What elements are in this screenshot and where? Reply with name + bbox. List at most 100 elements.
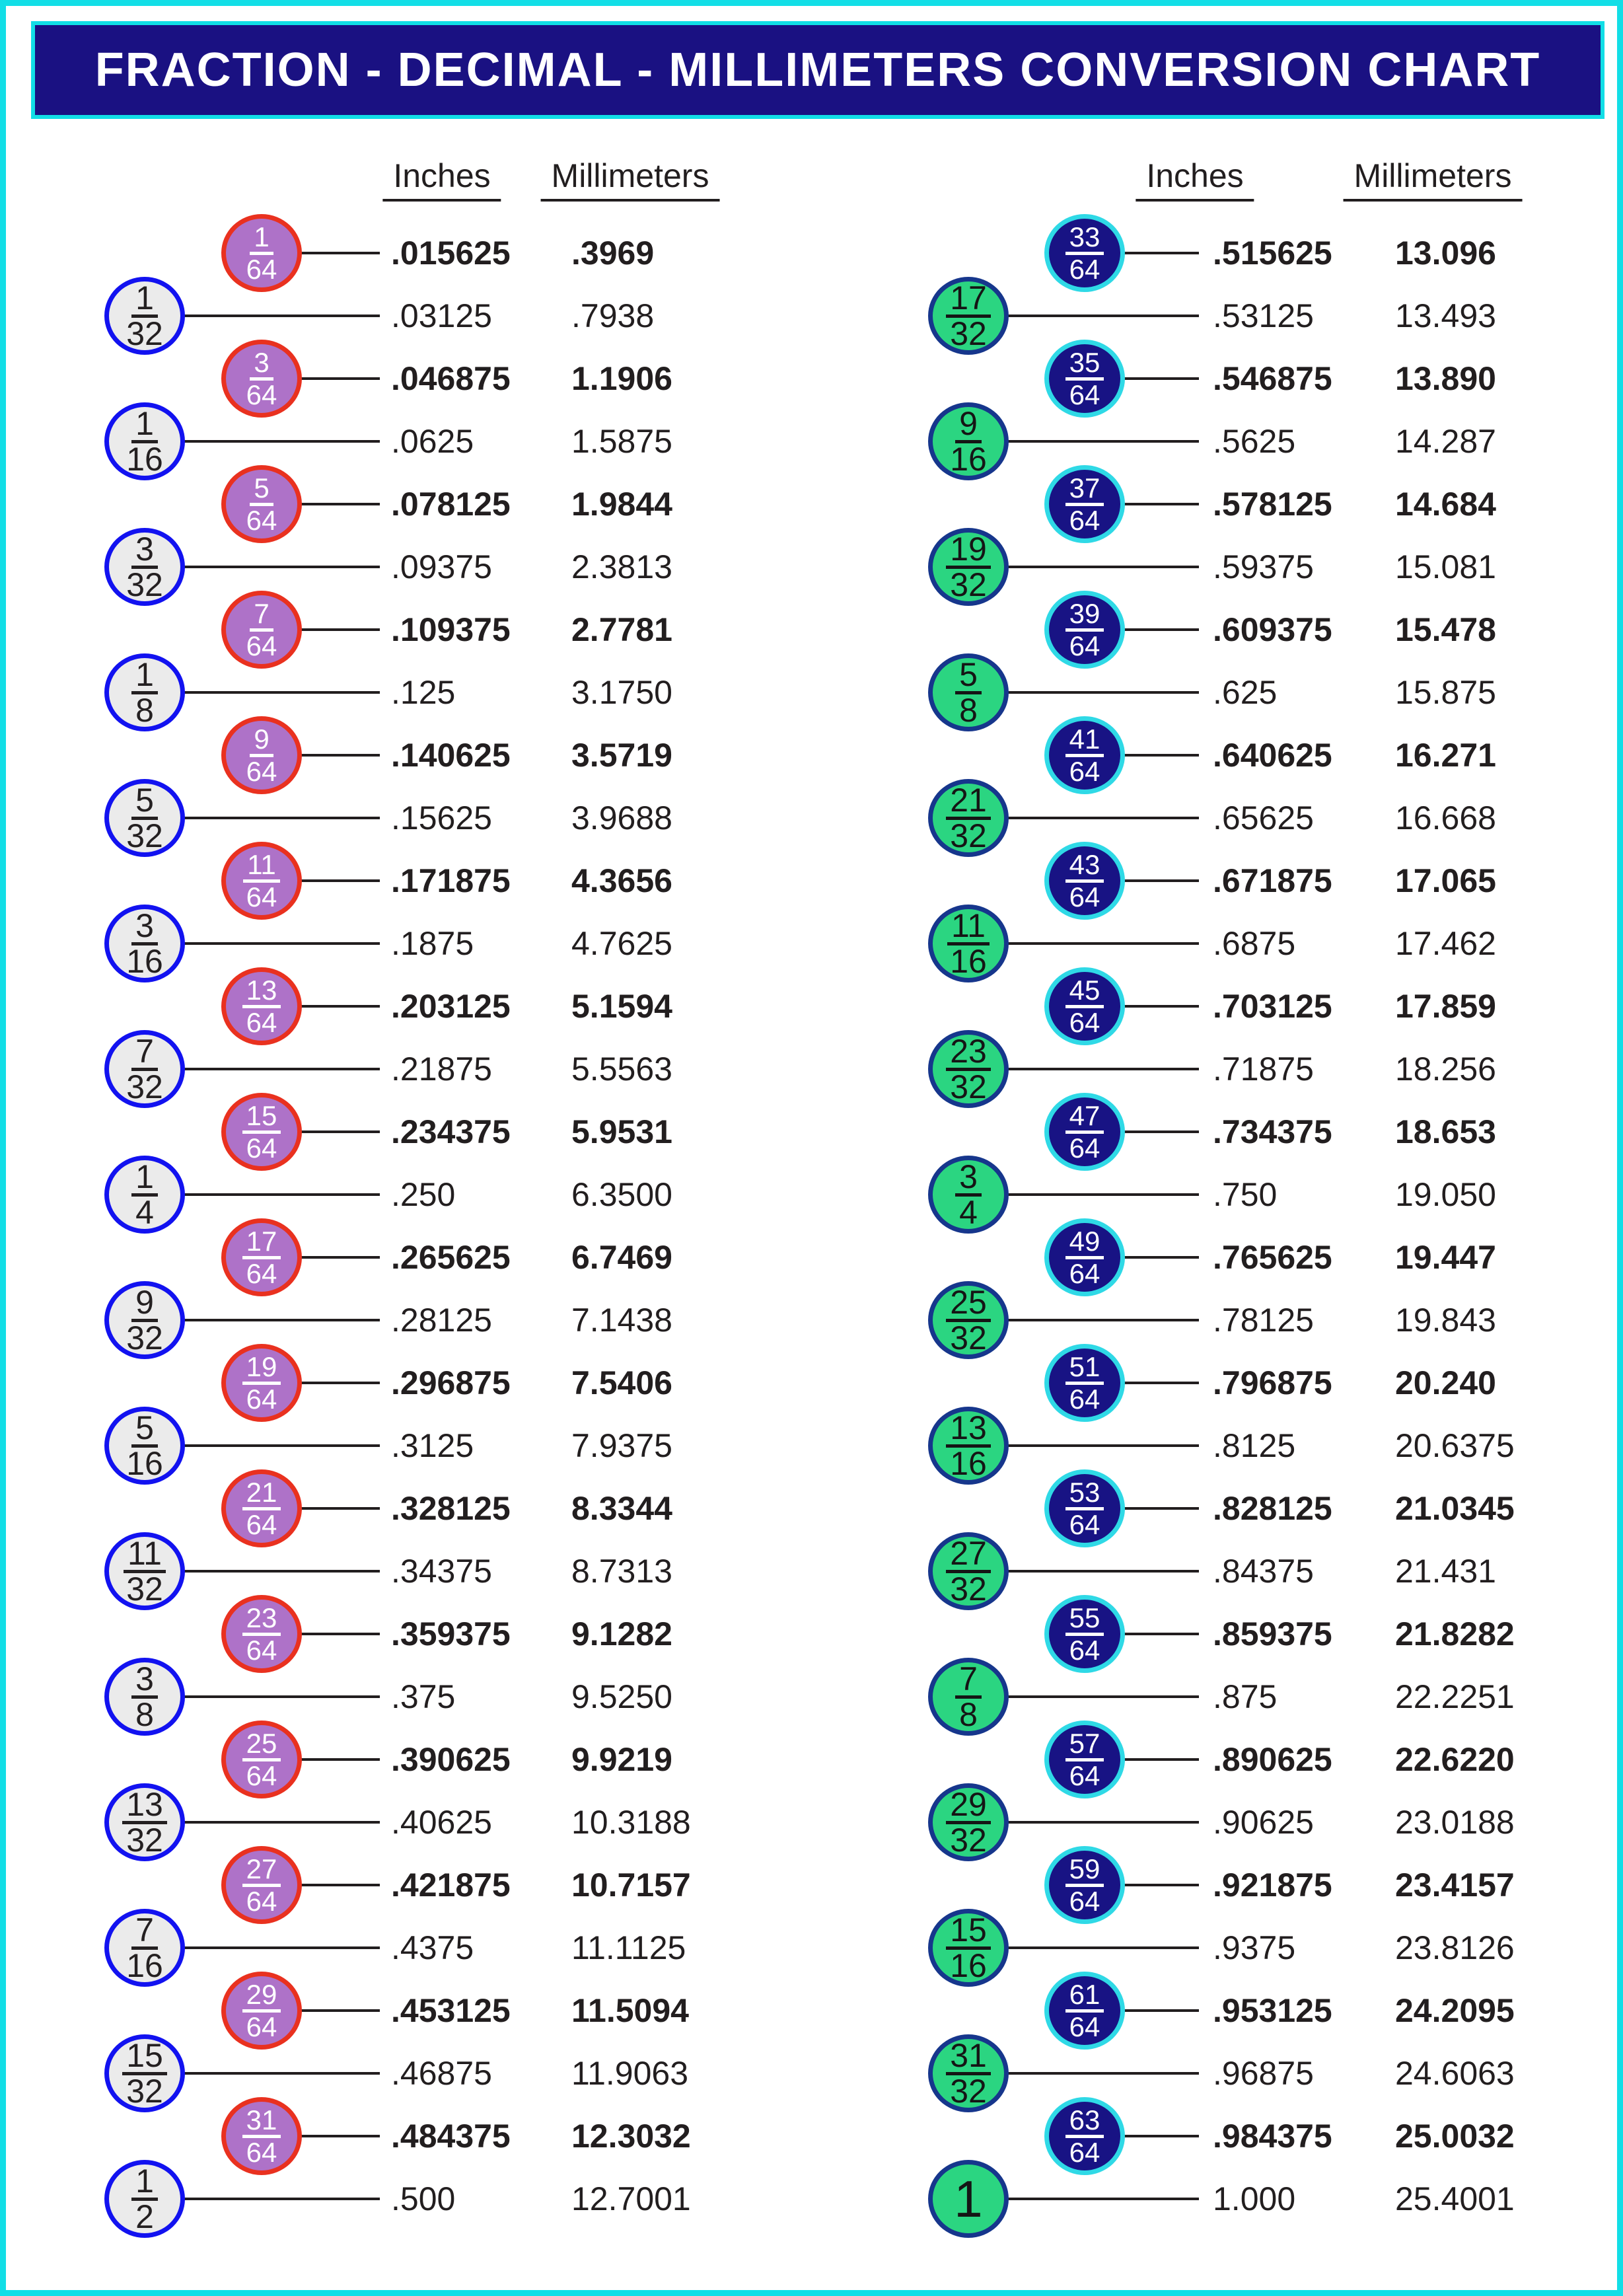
fraction-numerator: 5	[131, 784, 158, 820]
mm-value: 23.4157	[1395, 1867, 1515, 1904]
fraction-denominator: 64	[1069, 1759, 1100, 1791]
mm-value: 23.0188	[1395, 1804, 1515, 1841]
fraction-numerator: 3	[131, 533, 158, 569]
mm-value: 1.9844	[571, 486, 672, 523]
fraction-numerator: 5	[955, 658, 982, 694]
inches-value: .734375	[1213, 1113, 1332, 1150]
leader-line	[262, 2135, 380, 2137]
leader-line	[1085, 1633, 1199, 1635]
leader-line	[145, 2198, 380, 2200]
inches-value: .125	[391, 674, 456, 711]
mm-value: 10.7157	[571, 1867, 691, 1904]
mm-value: 24.2095	[1395, 1992, 1515, 2029]
fraction-numerator: 1	[131, 407, 158, 443]
fraction-circle: 33 64	[1044, 214, 1125, 292]
fraction-denominator: 64	[1069, 1885, 1100, 1917]
fraction-numerator: 13	[242, 976, 281, 1008]
inches-value: .859375	[1213, 1615, 1332, 1652]
inches-value: .921875	[1213, 1867, 1332, 1904]
inches-value: .796875	[1213, 1364, 1332, 1401]
fraction-numerator: 23	[242, 1604, 281, 1636]
leader-line	[968, 1193, 1199, 1196]
fraction-denominator: 32	[126, 566, 163, 603]
fraction-label: 7 64	[246, 599, 277, 659]
leader-line	[1085, 2009, 1199, 2012]
mm-value: 22.2251	[1395, 1678, 1515, 1715]
fraction-label: 41 64	[1065, 725, 1104, 785]
fraction-circle: 13 64	[221, 967, 302, 1045]
fraction-numerator: 9	[131, 1286, 158, 1322]
leader-line	[968, 1444, 1199, 1447]
mm-value: 15.875	[1395, 674, 1496, 711]
fraction-circle: 23 32	[928, 1030, 1009, 1108]
fraction-circle: 17 32	[928, 277, 1009, 355]
fraction-circle: 3 32	[104, 528, 185, 606]
fraction-numerator: 43	[1065, 850, 1104, 883]
inches-value: 1.000	[1213, 2180, 1296, 2217]
fraction-label: 15 16	[946, 1913, 991, 1982]
leader-line	[262, 754, 380, 757]
inches-value: .234375	[391, 1113, 511, 1150]
leader-line	[262, 1507, 380, 1510]
mm-value: 17.859	[1395, 988, 1496, 1025]
mm-value: 1.1906	[571, 360, 672, 397]
leader-line	[262, 1256, 380, 1259]
fraction-denominator: 32	[950, 1319, 987, 1356]
fraction-label: 9 32	[126, 1286, 163, 1354]
leader-line	[1085, 754, 1199, 757]
fraction-numerator: 57	[1065, 1729, 1104, 1761]
fraction-circle: 61 64	[1044, 1972, 1125, 2050]
fraction-label: 11 32	[124, 1537, 166, 1606]
fraction-label: 19 64	[242, 1352, 281, 1413]
fraction-circle: 7 64	[221, 591, 302, 669]
fraction-circle: 1 32	[104, 277, 185, 355]
leader-line	[968, 1821, 1199, 1824]
fraction-denominator: 32	[126, 2072, 163, 2110]
inches-value: .40625	[391, 1804, 492, 1841]
fraction-denominator: 64	[246, 1634, 277, 1666]
mm-value: 8.3344	[571, 1490, 672, 1527]
fraction-denominator: 64	[1069, 1257, 1100, 1289]
fraction-label: 19 32	[946, 533, 991, 601]
inches-value: .15625	[391, 799, 492, 836]
fraction-denominator: 32	[126, 817, 163, 854]
inches-value: .328125	[391, 1490, 511, 1527]
inches-value: .984375	[1213, 2118, 1332, 2155]
fraction-denominator: 64	[1069, 2136, 1100, 2168]
fraction-label: 17 64	[242, 1227, 281, 1287]
fraction-denominator: 4	[959, 1193, 978, 1231]
fraction-numerator: 13	[946, 1411, 991, 1448]
leader-line	[145, 691, 380, 694]
left-millimeters-header: Millimeters	[540, 159, 720, 202]
inches-value: .578125	[1213, 486, 1332, 523]
inches-value: .765625	[1213, 1239, 1332, 1276]
inches-value: .890625	[1213, 1741, 1332, 1778]
fraction-circle: 3 16	[104, 905, 185, 982]
mm-value: 3.5719	[571, 737, 672, 774]
fraction-numerator: 3	[250, 348, 273, 381]
fraction-numerator: 41	[1065, 725, 1104, 757]
leader-line	[968, 2072, 1199, 2075]
fraction-denominator: 64	[246, 2011, 277, 2042]
inches-value: .703125	[1213, 988, 1332, 1025]
leader-line	[1085, 2135, 1199, 2137]
leader-line	[968, 817, 1199, 819]
mm-value: 21.8282	[1395, 1615, 1515, 1652]
fraction-numerator: 45	[1065, 976, 1104, 1008]
fraction-label: 31 64	[242, 2106, 281, 2166]
leader-line	[1085, 503, 1199, 505]
mm-value: 7.9375	[571, 1427, 672, 1464]
fraction-label: 13 64	[242, 976, 281, 1036]
fraction-label: 15 64	[242, 1101, 281, 1162]
mm-value: 21.431	[1395, 1553, 1496, 1590]
leader-line	[1085, 1507, 1199, 1510]
fraction-numerator: 3	[131, 909, 158, 945]
leader-line	[1085, 377, 1199, 380]
inches-value: .953125	[1213, 1992, 1332, 2029]
leader-line	[1085, 628, 1199, 631]
fraction-label: 45 64	[1065, 976, 1104, 1036]
fraction-numerator: 7	[131, 1913, 158, 1950]
